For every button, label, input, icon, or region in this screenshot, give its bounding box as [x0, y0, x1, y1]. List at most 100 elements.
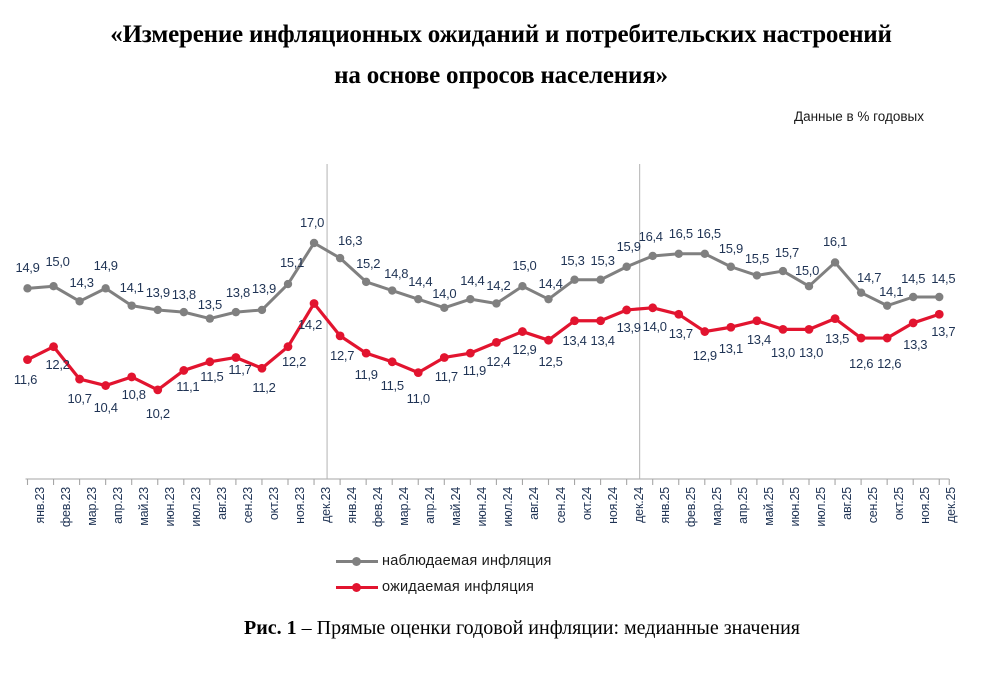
units-note: Данные в % годовых [793, 109, 924, 124]
x-axis-label: апр.25 [735, 487, 750, 524]
data-point-expected [570, 316, 579, 326]
x-axis-label: авг.23 [214, 487, 229, 520]
legend-item-expected[interactable]: ожидаемая инфляция [0, 574, 1002, 600]
value-label-expected: 10,8 [121, 386, 146, 402]
value-label-observed: 15,0 [794, 263, 820, 279]
legend-swatch-icon [336, 554, 378, 568]
caption-dash: – [301, 617, 312, 639]
value-label-observed: 13,9 [251, 280, 276, 296]
data-point-observed [596, 275, 605, 284]
value-label-observed: 14,5 [931, 271, 956, 286]
value-label-observed: 14,4 [538, 276, 563, 292]
value-label-expected: 12,7 [330, 347, 355, 363]
x-axis-label: июл.24 [501, 487, 516, 527]
value-label-observed: 16,4 [638, 228, 663, 244]
x-axis-label: мар.25 [709, 487, 724, 526]
x-axis-label: май.25 [761, 487, 776, 526]
x-axis-label: июн.25 [787, 487, 802, 527]
value-label-expected: 12,4 [486, 354, 511, 370]
x-axis-label: дек.25 [944, 487, 959, 523]
value-label-expected: 13,0 [798, 345, 824, 361]
value-label-observed: 15,9 [718, 240, 743, 256]
value-label-expected: 11,6 [13, 371, 38, 387]
data-point-observed [388, 286, 397, 295]
value-label-observed: 13,9 [145, 284, 170, 300]
value-label-observed: 15,9 [616, 238, 641, 254]
inflation-line-chart: 14,9 15,0 14,3 14,9 14,1 13,9 13,8 13,5 13,8 13,9… [0, 150, 1002, 495]
value-label-expected: 13,4 [746, 331, 771, 347]
x-axis-label: сен.24 [553, 487, 568, 524]
value-label-observed: 14,1 [879, 283, 904, 299]
data-point-observed [127, 301, 136, 310]
data-point-observed [804, 282, 814, 291]
data-point-observed [830, 258, 840, 267]
data-point-expected [804, 325, 814, 334]
data-point-observed [231, 307, 241, 317]
x-axis-label: сен.25 [866, 487, 881, 524]
data-point-observed [101, 284, 110, 293]
data-point-observed [361, 277, 371, 287]
value-label-observed: 14,4 [460, 273, 485, 289]
data-point-observed [179, 307, 188, 317]
data-point-observed [492, 299, 501, 308]
value-label-observed: 15,0 [512, 258, 537, 274]
data-point-observed [882, 301, 892, 310]
x-axis-label: дек.24 [631, 487, 646, 523]
data-point-expected [700, 327, 710, 336]
x-axis-label: окт.24 [579, 487, 594, 521]
data-point-observed [518, 282, 527, 291]
data-point-observed [205, 314, 215, 323]
value-label-observed: 14,5 [901, 271, 926, 286]
data-point-observed [909, 292, 918, 302]
data-point-observed [700, 249, 709, 258]
data-point-expected [544, 335, 553, 345]
x-axis-label: янв.25 [657, 487, 672, 524]
chart-legend: наблюдаемая инфляция ожидаемая инфляция [0, 548, 1002, 600]
data-point-observed [544, 294, 553, 304]
value-label-expected: 11,5 [200, 368, 224, 384]
data-point-expected [75, 374, 84, 384]
data-point-expected [231, 353, 241, 362]
x-axis-label: фев.25 [683, 487, 698, 528]
value-label-expected: 10,4 [93, 399, 118, 415]
data-point-observed [674, 249, 683, 258]
data-point-expected [622, 305, 632, 315]
data-point-observed [23, 284, 32, 293]
data-point-expected [439, 353, 449, 362]
figure-number: Рис. 1 [244, 617, 297, 639]
x-axis-label: янв.24 [345, 487, 360, 524]
value-label-observed: 15,3 [590, 252, 615, 268]
value-label-expected: 11,5 [380, 377, 404, 393]
value-label-observed: 14,8 [384, 265, 409, 281]
legend-item-observed[interactable]: наблюдаемая инфляция [0, 548, 1002, 574]
data-point-expected [934, 309, 944, 319]
x-axis-label: июн.23 [162, 487, 177, 527]
chart-plot-svg [23, 164, 950, 485]
value-label-expected: 11,9 [462, 363, 486, 379]
x-axis-labels: янв.23 фев.23 мар.23 апр.23 май.23 июн.23 июл.… [0, 487, 1002, 547]
x-axis-label: апр.23 [110, 487, 125, 524]
value-label-observed: 15,7 [774, 245, 799, 261]
value-label-observed: 16,5 [696, 225, 721, 241]
value-label-expected: 12,2 [281, 353, 307, 369]
data-point-observed [752, 271, 762, 280]
data-point-expected [387, 357, 397, 367]
data-point-observed [153, 305, 162, 315]
x-axis-label: окт.25 [892, 487, 907, 521]
value-label-expected: 13,1 [718, 341, 743, 357]
data-point-expected [596, 316, 605, 326]
value-label-observed: 17,0 [299, 215, 325, 230]
data-point-expected [335, 331, 345, 341]
value-label-observed: 14,3 [69, 275, 94, 291]
value-label-expected: 12,6 [877, 356, 902, 372]
data-point-expected [283, 342, 293, 352]
data-point-expected [518, 327, 527, 336]
x-axis-label: май.24 [449, 487, 464, 526]
x-axis-label: июн.24 [475, 487, 490, 527]
value-label-observed: 15,5 [744, 251, 769, 267]
value-label-expected: 10,2 [145, 405, 170, 421]
value-label-expected: 12,2 [45, 356, 70, 372]
data-point-expected [127, 372, 137, 382]
figure-caption: Рис. 1 – Прямые оценки годовой инфляции:… [0, 617, 1002, 640]
data-point-observed [283, 279, 293, 289]
